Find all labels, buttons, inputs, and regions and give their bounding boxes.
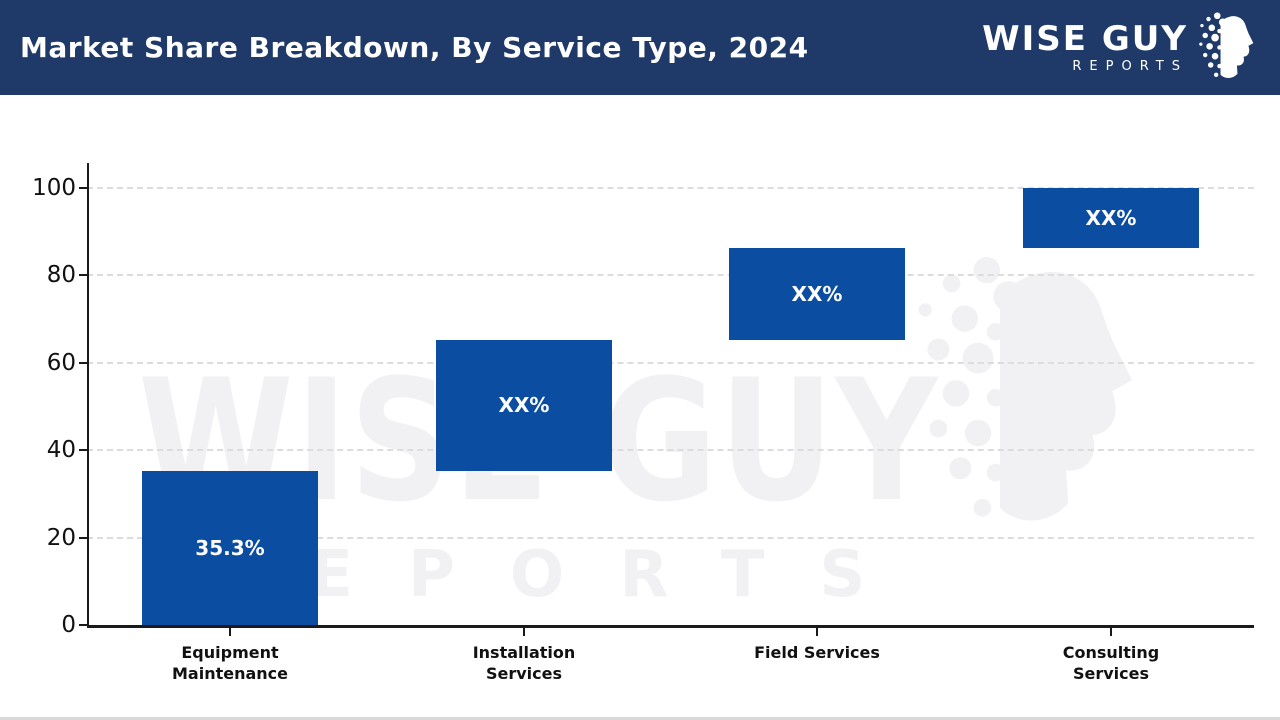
bar-installation-services: XX% [436,340,612,471]
gridline-y-60 [87,361,1254,364]
bar-value-label: XX% [498,393,550,418]
bar-value-label: XX% [1085,205,1137,230]
x-tick-mark [523,628,525,636]
bar-value-label: 35.3% [195,535,265,560]
bar-value-label: XX% [791,282,843,307]
category-label-line: Field Services [754,643,880,662]
category-label-equipment-maintenance: Equipment Maintenance [120,642,340,684]
logo-text: WISE GUY REPORTS [982,22,1188,73]
wise-guy-logo: WISE GUY REPORTS [982,7,1262,89]
category-label-line: Services [1072,664,1150,683]
y-tick-label: 40 [46,437,76,463]
category-label-line: Services [485,664,563,683]
y-tick-mark [79,186,87,189]
y-tick-mark [79,361,87,364]
category-label-installation-services: Installation Services [414,642,634,684]
x-tick-mark [1110,628,1112,636]
head-profile-icon [1199,11,1254,78]
y-tick-label: 80 [46,262,76,288]
y-tick-label: 100 [32,174,76,201]
y-tick-label: 20 [46,524,76,551]
x-axis-spine [87,625,1254,628]
gridline-y-20 [87,536,1254,539]
y-tick-label: 0 [61,612,76,638]
category-label-line: Maintenance [171,664,288,683]
bar-equipment-maintenance: 35.3% [142,470,318,625]
category-label-line: Installation [472,643,576,662]
page-title: Market Share Breakdown, By Service Type,… [20,31,809,64]
y-tick-mark [79,274,87,276]
logo-subtitle: REPORTS [1072,59,1188,74]
header-bar: Market Share Breakdown, By Service Type,… [0,0,1280,95]
gridline-y-40 [87,449,1254,451]
watermark-head-profile-icon [914,257,1132,521]
category-label-field-services: Field Services [707,642,927,663]
category-label-line: Equipment [181,643,279,662]
y-tick-mark [79,624,87,626]
category-label-consulting-services: Consulting Services [1001,642,1221,684]
category-label-line: Consulting [1062,643,1160,662]
bottom-divider [0,717,1280,720]
logo-wordmark: WISE GUY [982,19,1188,59]
bar-consulting-services: XX% [1023,187,1199,249]
y-tick-mark [79,536,87,539]
y-tick-label: 60 [46,349,76,376]
y-axis-spine [87,163,89,628]
bar-field-services: XX% [729,248,905,341]
x-tick-mark [816,628,818,636]
x-tick-mark [229,628,231,636]
y-tick-mark [79,449,87,451]
gridline-y-80 [87,274,1254,276]
chart-plot-area: WISE GUY REPORTS 0 20 40 60 80 100 35.3% Equipm… [0,95,1280,717]
gridline-y-100 [87,186,1254,189]
